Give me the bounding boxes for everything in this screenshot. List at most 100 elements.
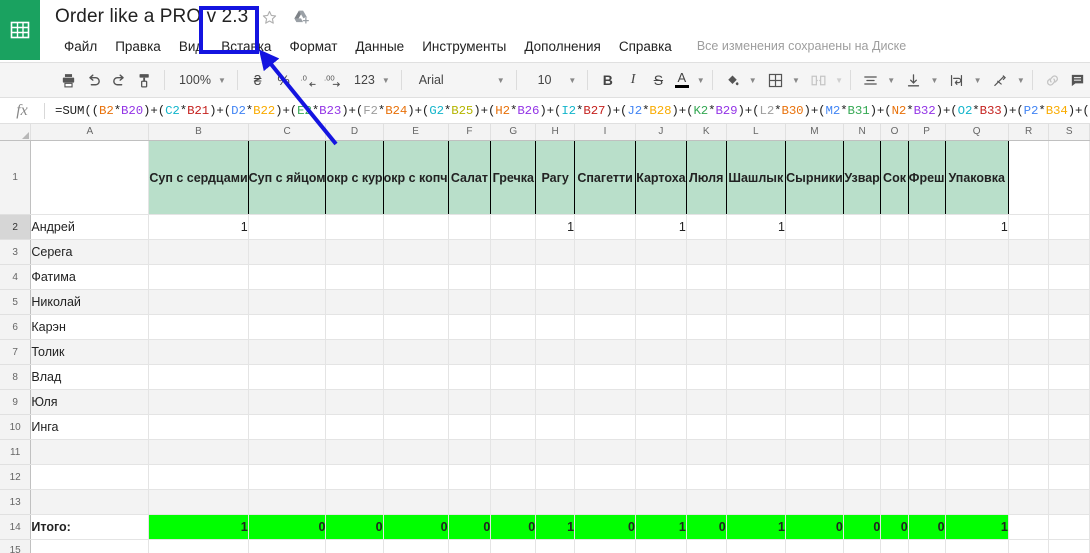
column-header-B[interactable]: B (148, 124, 249, 141)
menu-data[interactable]: Данные (355, 38, 405, 54)
cell-F7[interactable] (448, 339, 492, 365)
cell-I10[interactable] (574, 414, 636, 440)
row-header-5[interactable]: 5 (0, 289, 32, 315)
cell-J9[interactable] (635, 389, 687, 415)
cell-N5[interactable] (843, 289, 882, 315)
cell-E13[interactable] (383, 489, 449, 515)
cell-A12[interactable] (30, 464, 150, 490)
cell-A2[interactable]: Андрей (30, 214, 150, 240)
cell-E9[interactable] (383, 389, 449, 415)
cell-M9[interactable] (785, 389, 844, 415)
cell-R2[interactable] (1008, 214, 1050, 240)
cell-S9[interactable] (1048, 389, 1090, 415)
cell-O3[interactable] (880, 239, 909, 265)
total-P[interactable]: 0 (908, 514, 946, 540)
column-header-O[interactable]: O (880, 124, 909, 141)
cell-G2[interactable] (490, 214, 537, 240)
cell-L6[interactable] (726, 314, 786, 340)
cell-B4[interactable] (148, 264, 249, 290)
cell-K4[interactable] (686, 264, 727, 290)
cell-Q6[interactable] (945, 314, 1009, 340)
cell-P12[interactable] (908, 464, 946, 490)
cell-P2[interactable] (908, 214, 946, 240)
cell-R6[interactable] (1008, 314, 1050, 340)
row-header-3[interactable]: 3 (0, 239, 32, 265)
dish-header-C[interactable]: Суп с яйцом (247, 140, 327, 215)
cell-L9[interactable] (726, 389, 786, 415)
cell-L5[interactable] (726, 289, 786, 315)
cell-E2[interactable] (383, 214, 449, 240)
cell-J6[interactable] (635, 314, 687, 340)
total-F[interactable]: 0 (448, 514, 492, 540)
cell-S7[interactable] (1048, 339, 1090, 365)
font-size-selector[interactable]: 10 ▼ (537, 73, 577, 87)
cell-P3[interactable] (908, 239, 946, 265)
text-rotation-icon[interactable] (988, 66, 1013, 94)
cell-J7[interactable] (635, 339, 687, 365)
cell-M10[interactable] (785, 414, 844, 440)
cell-S11[interactable] (1048, 439, 1090, 465)
cell-S6[interactable] (1048, 314, 1090, 340)
cell-S3[interactable] (1048, 239, 1090, 265)
cell-L12[interactable] (726, 464, 786, 490)
cell-R9[interactable] (1008, 389, 1050, 415)
cell-M4[interactable] (785, 264, 844, 290)
cell-N6[interactable] (843, 314, 882, 340)
cell-B2[interactable]: 1 (148, 214, 249, 240)
column-header-I[interactable]: I (574, 124, 636, 141)
cell-G13[interactable] (490, 489, 537, 515)
row-header-13[interactable]: 13 (0, 489, 32, 515)
cell-L4[interactable] (726, 264, 786, 290)
cell-C4[interactable] (248, 264, 327, 290)
cell-A7[interactable]: Толик (30, 339, 150, 365)
cell-O13[interactable] (880, 489, 909, 515)
cell-O2[interactable] (880, 214, 909, 240)
cell-K9[interactable] (686, 389, 727, 415)
cell-P6[interactable] (908, 314, 946, 340)
menu-help[interactable]: Справка (618, 38, 672, 54)
cell-L10[interactable] (726, 414, 786, 440)
cell-Q4[interactable] (945, 264, 1009, 290)
total-C[interactable]: 0 (248, 514, 327, 540)
cell-Q7[interactable] (945, 339, 1009, 365)
cell-A3[interactable]: Серега (30, 239, 150, 265)
cell-H7[interactable] (535, 339, 576, 365)
cell-G8[interactable] (490, 364, 537, 390)
cell-G4[interactable] (490, 264, 537, 290)
cell-Q8[interactable] (945, 364, 1009, 390)
italic-icon[interactable]: I (630, 72, 636, 87)
row-header-6[interactable]: 6 (0, 314, 32, 340)
strikethrough-icon[interactable]: S (653, 72, 664, 88)
cell-Q9[interactable] (945, 389, 1009, 415)
cell-K11[interactable] (686, 439, 727, 465)
cell-B12[interactable] (148, 464, 249, 490)
cell-G15[interactable] (490, 539, 537, 553)
cell-F3[interactable] (448, 239, 492, 265)
cell-I3[interactable] (574, 239, 636, 265)
total-K[interactable]: 0 (686, 514, 727, 540)
vertical-align-icon[interactable] (901, 66, 926, 94)
cell-S13[interactable] (1048, 489, 1090, 515)
chevron-down-icon[interactable]: ▼ (930, 75, 939, 85)
total-H[interactable]: 1 (535, 514, 576, 540)
total-M[interactable]: 0 (785, 514, 844, 540)
total-E[interactable]: 0 (383, 514, 449, 540)
menu-tools[interactable]: Инструменты (422, 38, 507, 54)
cell-N10[interactable] (843, 414, 882, 440)
cell-B9[interactable] (148, 389, 249, 415)
cell-Q3[interactable] (945, 239, 1009, 265)
cell-R8[interactable] (1008, 364, 1050, 390)
cell-D12[interactable] (325, 464, 384, 490)
cell-K5[interactable] (686, 289, 727, 315)
cell-K7[interactable] (686, 339, 727, 365)
cell-B6[interactable] (148, 314, 249, 340)
column-header-D[interactable]: D (325, 124, 384, 141)
cell-J3[interactable] (635, 239, 687, 265)
cell-B13[interactable] (148, 489, 249, 515)
cell-F4[interactable] (448, 264, 492, 290)
cell-I13[interactable] (574, 489, 636, 515)
select-all-corner[interactable] (0, 124, 32, 141)
cell-N12[interactable] (843, 464, 882, 490)
fill-color-icon[interactable] (720, 66, 745, 94)
cell-B3[interactable] (148, 239, 249, 265)
